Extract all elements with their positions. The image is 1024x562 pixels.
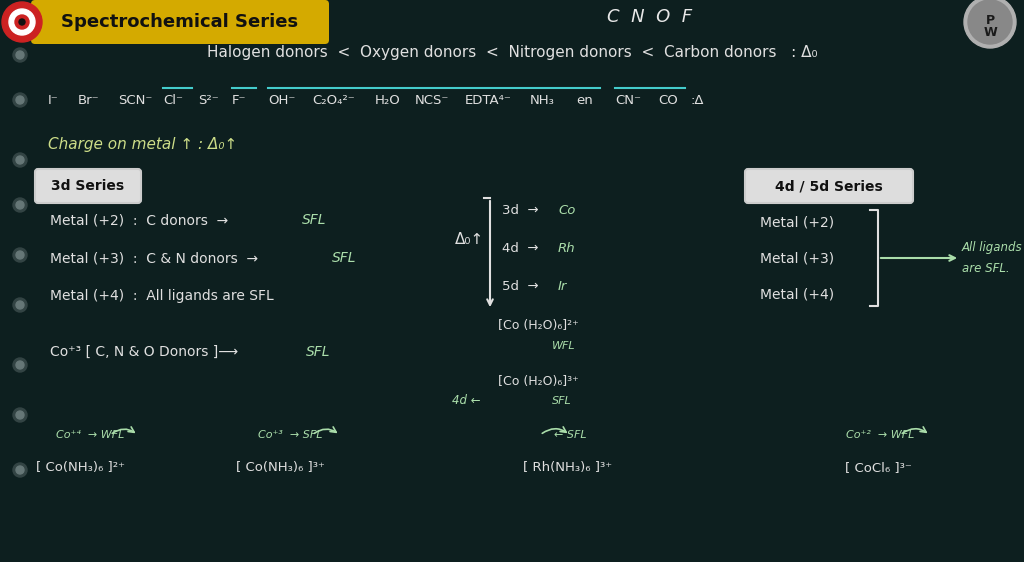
Circle shape — [16, 201, 24, 209]
Text: Co⁺⁴  → WFL: Co⁺⁴ → WFL — [56, 430, 124, 440]
Text: Δ₀↑: Δ₀↑ — [455, 233, 484, 247]
Text: Metal (+3)  :  C & N donors  →: Metal (+3) : C & N donors → — [50, 251, 258, 265]
Text: Rh: Rh — [558, 242, 575, 255]
Text: EDTA⁴⁻: EDTA⁴⁻ — [465, 93, 512, 107]
Text: en: en — [575, 93, 593, 107]
Circle shape — [964, 0, 1016, 48]
Text: Metal (+2)  :  C donors  →: Metal (+2) : C donors → — [50, 213, 228, 227]
Circle shape — [13, 298, 27, 312]
Text: WFL: WFL — [552, 341, 575, 351]
Circle shape — [16, 411, 24, 419]
Text: SFL: SFL — [552, 396, 571, 406]
Circle shape — [19, 19, 25, 25]
Circle shape — [13, 198, 27, 212]
Text: Co⁺²  → WFL: Co⁺² → WFL — [846, 430, 914, 440]
Circle shape — [13, 358, 27, 372]
Text: Co⁺³ [ C, N & O Donors ]⟶: Co⁺³ [ C, N & O Donors ]⟶ — [50, 345, 239, 359]
Text: 3d  →: 3d → — [502, 203, 539, 216]
Circle shape — [2, 2, 42, 42]
Text: NH₃: NH₃ — [530, 93, 555, 107]
Text: OH⁻: OH⁻ — [268, 93, 295, 107]
Text: SFL: SFL — [332, 251, 356, 265]
Text: I⁻: I⁻ — [48, 93, 58, 107]
Text: 5d  →: 5d → — [502, 279, 539, 292]
Circle shape — [15, 15, 29, 29]
Circle shape — [9, 9, 35, 35]
Text: [ Co(NH₃)₆ ]²⁺: [ Co(NH₃)₆ ]²⁺ — [36, 461, 125, 474]
Text: Metal (+4)  :  All ligands are SFL: Metal (+4) : All ligands are SFL — [50, 289, 273, 303]
Text: 4d ←: 4d ← — [452, 395, 480, 407]
Circle shape — [13, 93, 27, 107]
Text: S²⁻: S²⁻ — [198, 93, 219, 107]
Text: [ Rh(NH₃)₆ ]³⁺: [ Rh(NH₃)₆ ]³⁺ — [523, 461, 612, 474]
Text: SFL: SFL — [302, 213, 327, 227]
Circle shape — [16, 361, 24, 369]
Text: SCN⁻: SCN⁻ — [118, 93, 153, 107]
Circle shape — [16, 301, 24, 309]
Text: [ Co(NH₃)₆ ]³⁺: [ Co(NH₃)₆ ]³⁺ — [236, 461, 325, 474]
Circle shape — [16, 96, 24, 104]
Circle shape — [16, 466, 24, 474]
Text: Metal (+2): Metal (+2) — [760, 215, 835, 229]
FancyBboxPatch shape — [31, 0, 329, 44]
Text: [ CoCl₆ ]³⁻: [ CoCl₆ ]³⁻ — [845, 461, 911, 474]
FancyBboxPatch shape — [35, 169, 141, 203]
Circle shape — [13, 463, 27, 477]
Text: [Co (H₂O)₆]³⁺: [Co (H₂O)₆]³⁺ — [498, 375, 579, 388]
Text: Ir: Ir — [558, 279, 567, 292]
Text: Co⁺³  → SFL: Co⁺³ → SFL — [258, 430, 323, 440]
Circle shape — [13, 48, 27, 62]
Text: Metal (+4): Metal (+4) — [760, 287, 835, 301]
Circle shape — [16, 51, 24, 59]
Circle shape — [13, 248, 27, 262]
FancyBboxPatch shape — [745, 169, 913, 203]
Circle shape — [968, 0, 1012, 44]
Text: C₂O₄²⁻: C₂O₄²⁻ — [312, 93, 354, 107]
Text: are SFL.: are SFL. — [962, 261, 1010, 274]
Text: H₂O: H₂O — [375, 93, 400, 107]
Text: 4d  →: 4d → — [502, 242, 539, 255]
Text: F⁻: F⁻ — [232, 93, 247, 107]
Text: C  N  O  F: C N O F — [607, 8, 692, 26]
Text: SFL: SFL — [306, 345, 331, 359]
Text: 4d / 5d Series: 4d / 5d Series — [775, 179, 883, 193]
Circle shape — [13, 408, 27, 422]
Circle shape — [13, 153, 27, 167]
Text: [Co (H₂O)₆]²⁺: [Co (H₂O)₆]²⁺ — [498, 319, 579, 332]
Text: Metal (+3): Metal (+3) — [760, 251, 835, 265]
Text: All ligands: All ligands — [962, 242, 1023, 255]
Text: Cl⁻: Cl⁻ — [163, 93, 183, 107]
Text: W: W — [983, 26, 997, 39]
Text: CN⁻: CN⁻ — [615, 93, 641, 107]
Text: P: P — [985, 14, 994, 27]
Circle shape — [16, 156, 24, 164]
Text: :Δ: :Δ — [690, 93, 703, 107]
Text: Charge on metal ↑ : Δ₀↑: Charge on metal ↑ : Δ₀↑ — [48, 138, 238, 152]
Text: 3d Series: 3d Series — [51, 179, 125, 193]
Text: Spectrochemical Series: Spectrochemical Series — [61, 13, 299, 31]
Text: Co: Co — [558, 203, 575, 216]
Text: Br⁻: Br⁻ — [78, 93, 99, 107]
Text: CO: CO — [658, 93, 678, 107]
Text: ← SFL: ← SFL — [554, 430, 587, 440]
Text: NCS⁻: NCS⁻ — [415, 93, 450, 107]
Text: Halogen donors  <  Oxygen donors  <  Nitrogen donors  <  Carbon donors   : Δ₀: Halogen donors < Oxygen donors < Nitroge… — [207, 44, 817, 60]
Circle shape — [16, 251, 24, 259]
